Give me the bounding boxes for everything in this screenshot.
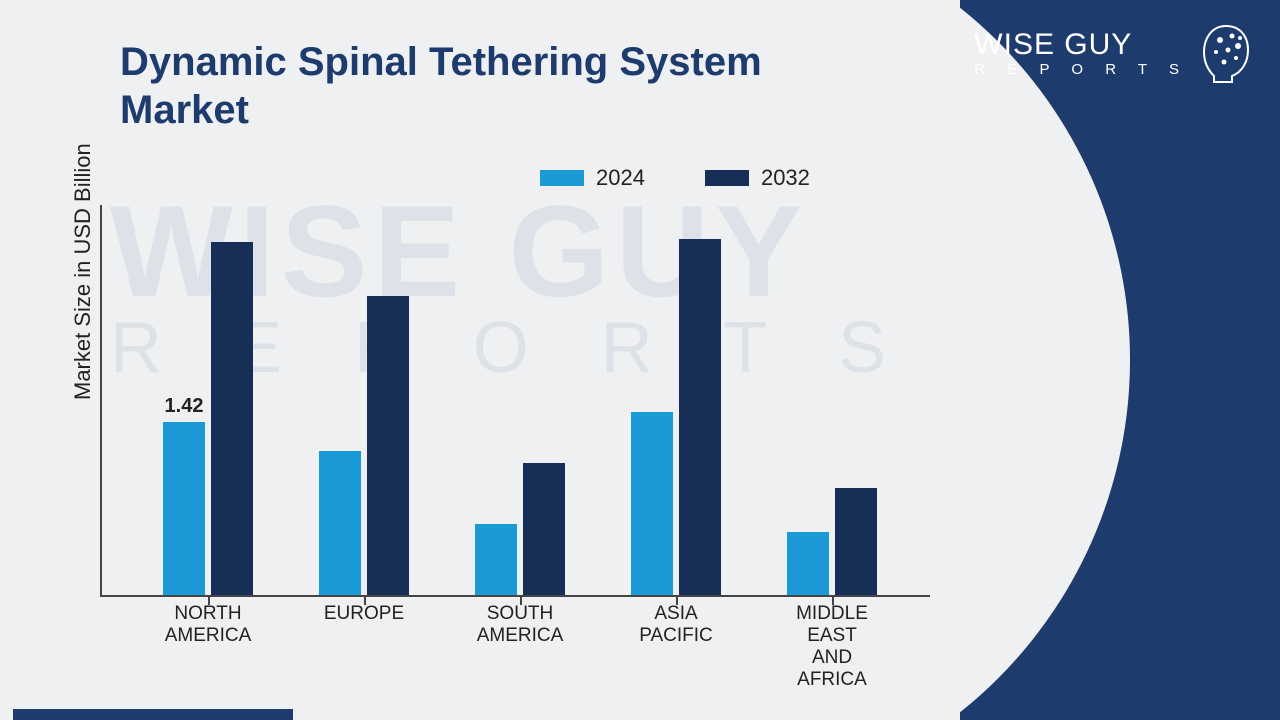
bar-chart: 1.42NORTH AMERICAEUROPESOUTH AMERICAASIA… xyxy=(100,205,930,595)
bar-2032 xyxy=(523,463,565,595)
bottom-accent-bar xyxy=(13,709,293,720)
bar-2032 xyxy=(211,242,253,595)
chart-title: Dynamic Spinal Tethering System Market xyxy=(120,38,880,134)
legend: 2024 2032 xyxy=(540,165,810,191)
bar-2024 xyxy=(787,532,829,595)
category-label: SOUTH AMERICA xyxy=(450,603,590,647)
legend-label-2032: 2032 xyxy=(761,165,810,191)
y-axis-line xyxy=(100,205,102,595)
brand-logo: WISE GUY R E P O R T S xyxy=(974,22,1254,84)
category-label: EUROPE xyxy=(294,603,434,625)
brand-logo-main: WISE GUY xyxy=(974,30,1188,60)
legend-swatch-2032 xyxy=(705,170,749,186)
canvas: WISE GUY R E P O R T S WISE GUY R E P O … xyxy=(0,0,1280,720)
bar-2032 xyxy=(835,488,877,595)
brand-head-icon xyxy=(1198,22,1254,84)
bar-2024 xyxy=(319,451,361,595)
bar-2024: 1.42 xyxy=(163,422,205,595)
brand-logo-sub: R E P O R T S xyxy=(974,62,1188,77)
bar-2032 xyxy=(367,296,409,595)
category-label: ASIA PACIFIC xyxy=(606,603,746,647)
y-axis-label: Market Size in USD Billion xyxy=(70,143,96,400)
category-label: MIDDLE EAST AND AFRICA xyxy=(762,603,902,690)
x-axis-line xyxy=(100,595,930,597)
legend-label-2024: 2024 xyxy=(596,165,645,191)
bar-value-label: 1.42 xyxy=(165,395,204,418)
bar-2032 xyxy=(679,239,721,595)
legend-item-2024: 2024 xyxy=(540,165,645,191)
bar-2024 xyxy=(475,524,517,595)
legend-item-2032: 2032 xyxy=(705,165,810,191)
category-label: NORTH AMERICA xyxy=(138,603,278,647)
legend-swatch-2024 xyxy=(540,170,584,186)
bar-2024 xyxy=(631,412,673,595)
brand-logo-text: WISE GUY R E P O R T S xyxy=(974,30,1188,77)
